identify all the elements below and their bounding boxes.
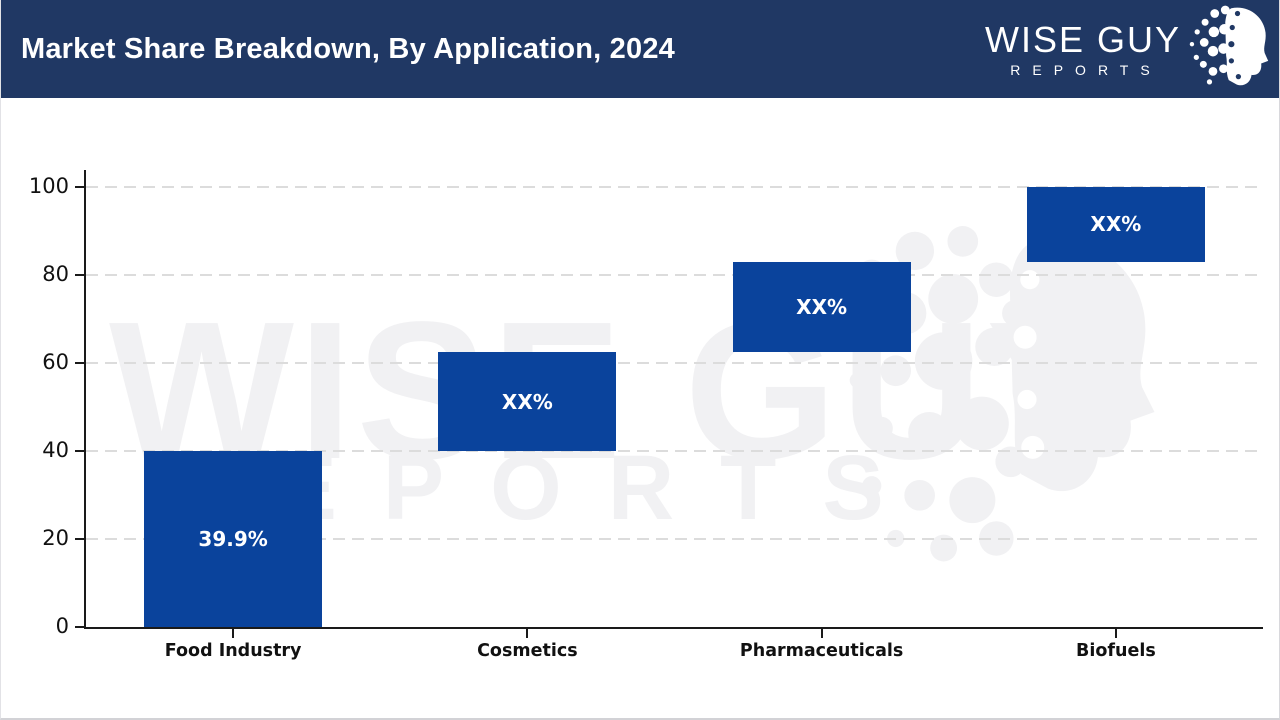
wise-guy-logo: WISE GUY REPORTS	[985, 3, 1271, 95]
bar-food-industry: 39.9%	[144, 451, 323, 627]
y-axis-line	[84, 170, 86, 629]
bar-value-label: 39.9%	[198, 527, 268, 552]
bar-cosmetics: XX%	[438, 352, 617, 451]
bar-pharmaceuticals: XX%	[732, 261, 911, 352]
y-tick-label: 0	[55, 614, 69, 638]
report-header: Market Share Breakdown, By Application, …	[1, 0, 1279, 98]
y-tick-mark	[75, 626, 84, 628]
gridline	[86, 450, 1263, 452]
gridline	[86, 362, 1263, 364]
x-axis-label: Cosmetics	[477, 641, 578, 661]
x-axis-line	[84, 627, 1263, 629]
logo-head-icon	[1189, 5, 1269, 86]
x-tick-mark	[526, 629, 529, 638]
x-axis-label: Pharmaceuticals	[739, 641, 904, 661]
y-tick-mark	[75, 362, 84, 364]
y-tick-mark	[75, 274, 84, 276]
y-tick-mark	[75, 186, 84, 188]
logo-wordmark-block: WISE GUY REPORTS	[984, 18, 1181, 78]
bar-value-label: XX%	[501, 389, 553, 414]
x-tick-mark	[232, 629, 235, 638]
y-tick-label: 20	[42, 526, 69, 550]
x-tick-mark	[1114, 629, 1117, 638]
chart-title: Market Share Breakdown, By Application, …	[21, 32, 675, 65]
bar-value-label: XX%	[1090, 212, 1142, 237]
gridline	[86, 538, 1263, 540]
x-axis-label: Food Industry	[164, 641, 302, 661]
y-tick-label: 100	[28, 174, 69, 198]
gridline	[86, 186, 1263, 188]
bar-value-label: XX%	[796, 294, 848, 319]
y-tick-mark	[75, 450, 84, 452]
y-tick-mark	[75, 538, 84, 540]
x-tick-mark	[820, 629, 823, 638]
gridline	[86, 274, 1263, 276]
logo-subtext: REPORTS	[1010, 61, 1162, 78]
logo-wordmark: WISE GUY	[984, 18, 1181, 60]
y-tick-label: 60	[42, 350, 69, 374]
x-axis-label: Biofuels	[1076, 641, 1156, 661]
y-tick-label: 40	[42, 438, 69, 462]
waterfall-chart: 0 20 40 60 80 100 39.9% Food Industry XX% Cosmeti…	[29, 170, 1263, 661]
y-tick-label: 80	[42, 262, 69, 286]
bar-biofuels: XX%	[1026, 187, 1205, 262]
